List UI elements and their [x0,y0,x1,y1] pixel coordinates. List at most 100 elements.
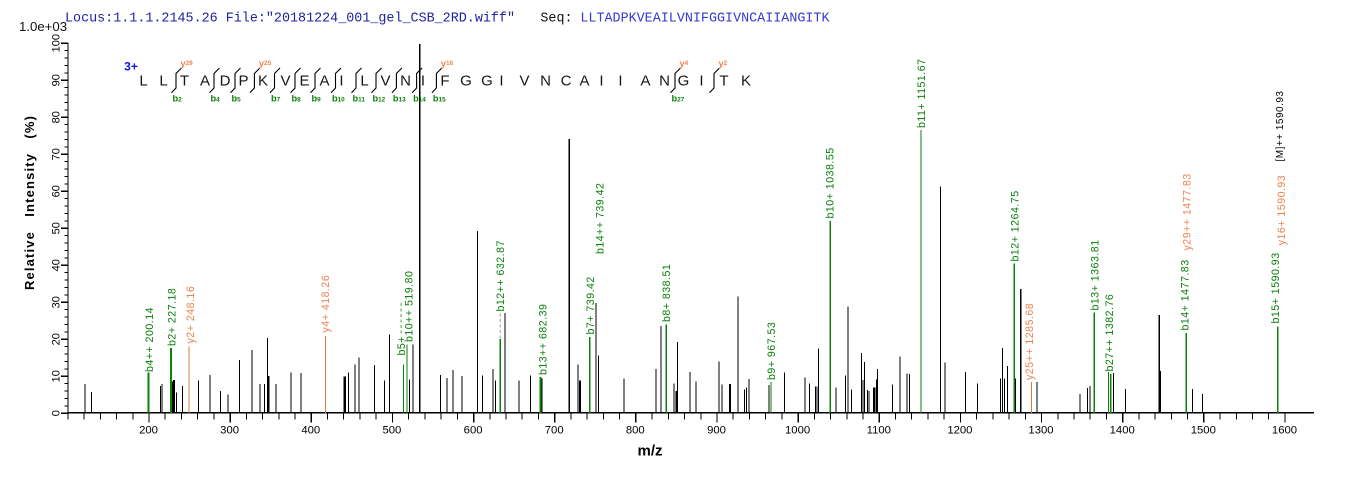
svg-text:1.0e+03: 1.0e+03 [19,19,67,34]
svg-text:b5+: b5+ [396,336,408,355]
svg-text:V: V [380,73,390,90]
svg-text:b8+ 838.51: b8+ 838.51 [661,264,673,322]
svg-text:Relative Intensity (%): Relative Intensity (%) [22,115,37,290]
svg-text:I: I [599,73,603,90]
svg-text:b4: b4 [211,94,221,104]
svg-text:A: A [640,73,650,90]
svg-text:b15: b15 [433,94,446,104]
svg-text:N: N [400,73,411,90]
svg-text:m/z: m/z [637,443,662,460]
svg-text:b8: b8 [292,94,302,104]
svg-text:y25++ 1285.68: y25++ 1285.68 [1024,303,1036,380]
svg-text:K: K [258,73,268,90]
svg-text:L: L [159,73,167,90]
svg-text:D: D [220,73,231,90]
svg-text:300: 300 [220,424,239,436]
svg-text:3+: 3+ [124,60,138,74]
svg-text:I: I [339,73,343,90]
svg-text:y16: y16 [441,59,454,69]
svg-text:600: 600 [464,424,483,436]
svg-text:80: 80 [51,111,63,123]
svg-text:G: G [481,73,493,90]
svg-text:V: V [519,73,529,90]
svg-text:y29++ 1477.83: y29++ 1477.83 [1182,173,1194,250]
svg-text:b13: b13 [393,94,406,104]
svg-text:y29: y29 [181,59,194,69]
svg-text:A: A [579,73,589,90]
svg-text:b14: b14 [413,94,426,104]
svg-text:y16+ 1590.93: y16+ 1590.93 [1276,175,1288,246]
svg-text:1100: 1100 [867,424,891,436]
svg-text:[M]++ 1590.93: [M]++ 1590.93 [1275,91,1286,162]
svg-text:b10++ 519.80: b10++ 519.80 [404,271,416,342]
svg-text:G: G [678,73,690,90]
svg-text:b13++ 682.39: b13++ 682.39 [537,304,549,375]
svg-text:500: 500 [382,424,401,436]
svg-text:b13+ 1363.81: b13+ 1363.81 [1089,239,1101,310]
svg-text:C: C [561,73,572,90]
svg-text:Seq:: Seq: [540,12,572,27]
svg-text:I: I [618,73,622,90]
svg-text:b5: b5 [232,94,242,104]
svg-text:40: 40 [51,259,63,271]
svg-text:1600: 1600 [1272,424,1297,436]
svg-text:b11: b11 [353,94,366,104]
svg-text:K: K [741,73,751,90]
svg-text:y2: y2 [719,59,728,69]
svg-text:b10+ 1038.55: b10+ 1038.55 [825,147,837,218]
svg-text:L: L [360,73,368,90]
svg-text:70: 70 [51,148,63,160]
svg-text:b12+ 1264.75: b12+ 1264.75 [1009,190,1021,261]
svg-text:P: P [238,73,248,90]
svg-text:I: I [421,73,425,90]
svg-text:30: 30 [51,296,63,308]
svg-text:1400: 1400 [1110,424,1135,436]
svg-text:A: A [200,73,210,90]
svg-text:I: I [499,73,503,90]
svg-text:b7+ 739.42: b7+ 739.42 [585,276,597,334]
svg-text:b7: b7 [271,94,281,104]
svg-text:V: V [280,73,290,90]
svg-text:b11+ 1151.67: b11+ 1151.67 [916,58,928,128]
svg-text:900: 900 [707,424,726,436]
svg-text:b4++ 200.14: b4++ 200.14 [144,307,156,372]
svg-text:b9: b9 [312,94,322,104]
svg-text:1500: 1500 [1191,424,1216,436]
svg-text:800: 800 [626,424,645,436]
svg-text:y4: y4 [680,59,689,69]
svg-text:20: 20 [51,333,63,345]
svg-text:0: 0 [51,410,63,416]
svg-text:y25: y25 [259,59,272,69]
svg-text:60: 60 [51,185,63,197]
svg-text:G: G [460,73,472,90]
svg-text:100: 100 [51,34,63,52]
svg-text:90: 90 [51,74,63,86]
svg-text:400: 400 [301,424,320,436]
svg-text:b9+ 967.53: b9+ 967.53 [766,322,778,380]
svg-text:b27++ 1382.76: b27++ 1382.76 [1104,294,1116,372]
svg-text:b2: b2 [173,94,183,104]
svg-text:T: T [719,73,728,90]
svg-text:700: 700 [545,424,564,436]
svg-text:E: E [299,73,309,90]
svg-text:b10: b10 [332,94,345,104]
svg-text:F: F [440,73,449,90]
svg-text:b15+ 1590.93: b15+ 1590.93 [1270,252,1282,323]
svg-text:1000: 1000 [785,424,810,436]
svg-text:b12++ 632.87: b12++ 632.87 [495,240,507,311]
svg-text:200: 200 [139,424,158,436]
svg-text:Locus:1.1.1.2145.26 File:"2018: Locus:1.1.1.2145.26 File:"20181224_001_g… [65,12,515,27]
svg-text:N: N [540,73,551,90]
svg-text:I: I [699,73,703,90]
svg-text:L: L [139,73,147,90]
svg-text:b12: b12 [373,94,386,104]
svg-text:b2+ 227.18: b2+ 227.18 [167,288,179,346]
svg-text:A: A [319,73,329,90]
svg-text:10: 10 [51,370,63,382]
svg-text:T: T [180,73,189,90]
svg-text:50: 50 [51,222,63,234]
svg-text:b14++ 739.42: b14++ 739.42 [594,183,606,254]
svg-text:y2+ 248.16: y2+ 248.16 [185,286,197,344]
svg-text:N: N [659,73,670,90]
svg-text:b27: b27 [672,94,685,104]
